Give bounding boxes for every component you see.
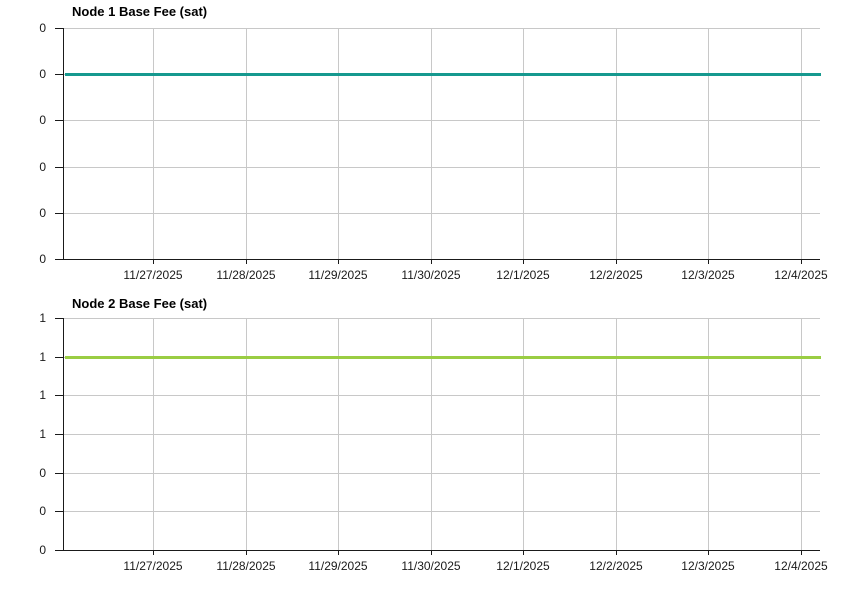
x-axis-tick [801, 259, 802, 264]
x-axis-label-node-2-1: 11/28/2025 [216, 559, 276, 573]
y-axis-label-node-2-1: 1 [39, 350, 46, 364]
y-axis-tick [55, 213, 64, 214]
y-axis-label-node-2-4: 0 [39, 466, 46, 480]
x-axis-tick [338, 259, 339, 264]
gridline-vertical [708, 28, 709, 259]
y-axis-tick [55, 434, 64, 435]
y-axis-label-node-2-3: 1 [39, 427, 46, 441]
y-axis-tick [55, 395, 64, 396]
gridline-horizontal [64, 434, 820, 435]
gridline-horizontal [64, 318, 820, 319]
y-axis-tick [55, 259, 64, 260]
gridline-vertical [153, 318, 154, 550]
gridline-vertical [801, 28, 802, 259]
gridline-vertical [246, 318, 247, 550]
y-axis-label-node-2-6: 0 [39, 543, 46, 557]
gridline-vertical [431, 28, 432, 259]
gridline-vertical [616, 318, 617, 550]
gridline-vertical [801, 318, 802, 550]
chart-title-node-2: Node 2 Base Fee (sat) [72, 296, 208, 311]
x-axis-label-node-1-1: 11/28/2025 [216, 268, 276, 282]
gridline-vertical [153, 28, 154, 259]
x-axis-tick [246, 550, 247, 555]
x-axis-tick [431, 259, 432, 264]
x-axis-tick [616, 550, 617, 555]
y-axis-label-node-1-2: 0 [39, 113, 46, 127]
x-axis-tick [153, 259, 154, 264]
gridline-vertical [523, 28, 524, 259]
plot-area-node-1: 0 0 0 0 0 0 11/27/2025 11/28/2025 11/29/2025 11/3… [39, 22, 827, 281]
y-axis-label-node-1-0: 0 [39, 21, 46, 35]
gridline-vertical [431, 318, 432, 550]
gridline-horizontal [64, 473, 820, 474]
y-axis-tick [55, 357, 64, 358]
gridline-horizontal [64, 511, 820, 512]
x-axis-label-node-2-3: 11/30/2025 [401, 559, 461, 573]
x-axis-tick [708, 550, 709, 555]
x-axis-label-node-1-4: 12/1/2025 [496, 268, 550, 282]
y-axis-label-node-1-1: 0 [39, 67, 46, 81]
y-axis-tick [55, 550, 64, 551]
y-axis-tick [55, 511, 64, 512]
x-axis-tick [153, 550, 154, 555]
plot-area-node-2: 1 1 1 1 0 0 0 11/27/2025 11/28/2025 11/29/2025 11/… [39, 312, 827, 572]
y-axis-tick [55, 318, 64, 319]
x-axis-label-node-1-2: 11/29/2025 [308, 268, 368, 282]
x-axis-label-node-1-7: 12/4/2025 [774, 268, 828, 282]
x-axis-label-node-1-3: 11/30/2025 [401, 268, 461, 282]
x-axis-label-node-1-0: 11/27/2025 [123, 268, 183, 282]
x-axis-label-node-1-6: 12/3/2025 [681, 268, 735, 282]
x-axis-tick [338, 550, 339, 555]
gridline-horizontal [64, 120, 820, 121]
x-axis-tick [616, 259, 617, 264]
gridline-vertical [338, 318, 339, 550]
y-axis-label-node-2-5: 0 [39, 504, 46, 518]
y-axis-label-node-1-5: 0 [39, 252, 46, 266]
gridline-vertical [523, 318, 524, 550]
gridline-horizontal [64, 395, 820, 396]
gridline-horizontal [64, 28, 820, 29]
x-axis-label-node-2-5: 12/2/2025 [589, 559, 643, 573]
x-axis-tick [708, 259, 709, 264]
y-axis-label-node-1-3: 0 [39, 160, 46, 174]
y-axis-tick [55, 74, 64, 75]
y-axis-tick [55, 120, 64, 121]
x-axis-label-node-2-4: 12/1/2025 [496, 559, 550, 573]
y-axis-label-node-1-4: 0 [39, 206, 46, 220]
x-axis-label-node-2-6: 12/3/2025 [681, 559, 735, 573]
x-axis-tick [523, 259, 524, 264]
x-axis-label-node-2-2: 11/29/2025 [308, 559, 368, 573]
x-axis-tick [246, 259, 247, 264]
x-axis-tick [801, 550, 802, 555]
gridline-horizontal [64, 167, 820, 168]
series-line-node-1 [65, 73, 821, 76]
y-axis-tick [55, 167, 64, 168]
gridline-vertical [338, 28, 339, 259]
x-axis-label-node-1-5: 12/2/2025 [589, 268, 643, 282]
y-axis-label-node-2-0: 1 [39, 311, 46, 325]
x-axis-label-node-2-7: 12/4/2025 [774, 559, 828, 573]
chart-panel-node-1: Node 1 Base Fee (sat) 0 0 0 0 0 0 11/27/2025 11… [0, 0, 860, 292]
gridline-vertical [246, 28, 247, 259]
x-axis-tick [523, 550, 524, 555]
chart-panel-node-2: Node 2 Base Fee (sat) 1 1 1 1 0 0 0 11/27/2025 1… [0, 292, 860, 592]
gridline-vertical [708, 318, 709, 550]
gridline-horizontal [64, 213, 820, 214]
gridline-vertical [616, 28, 617, 259]
y-axis-tick [55, 28, 64, 29]
series-line-node-2 [65, 356, 821, 359]
x-axis-label-node-2-0: 11/27/2025 [123, 559, 183, 573]
x-axis-tick [431, 550, 432, 555]
chart-title-node-1: Node 1 Base Fee (sat) [72, 4, 208, 19]
y-axis-tick [55, 473, 64, 474]
y-axis-label-node-2-2: 1 [39, 388, 46, 402]
